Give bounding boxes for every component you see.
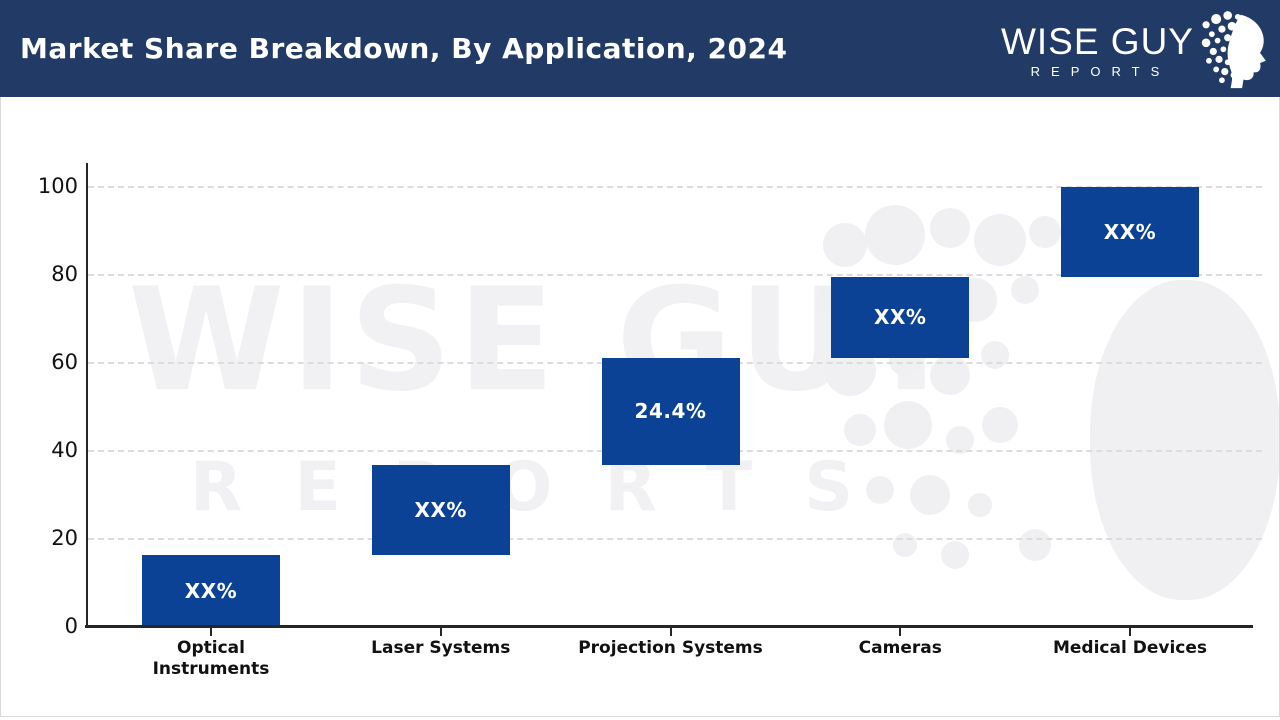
logo-text: WISE GUY REPORTS — [1001, 21, 1194, 79]
watermark-dot — [844, 414, 876, 446]
dotted-head-profile-icon — [1201, 11, 1266, 89]
watermark-dot — [893, 533, 917, 557]
y-tick-label: 40 — [51, 438, 78, 462]
watermark-dot — [981, 341, 1009, 369]
y-tick-label: 0 — [64, 614, 78, 638]
bar-value-label: XX% — [414, 497, 467, 522]
x-tick — [669, 628, 672, 636]
header-band: Market Share Breakdown, By Application, … — [0, 0, 1280, 97]
y-tick-label: 80 — [51, 262, 78, 286]
gridline-80 — [88, 274, 1262, 276]
y-tick-label: 20 — [51, 526, 78, 550]
y-tick-label: 60 — [51, 350, 78, 374]
watermark-dot — [823, 223, 867, 267]
watermark-dot — [974, 214, 1026, 266]
bar-value-label: XX% — [184, 578, 238, 603]
bar-value-label: XX% — [874, 305, 927, 330]
x-axis-line — [85, 625, 1253, 628]
x-tick — [1129, 628, 1131, 636]
watermark-dot — [941, 541, 969, 569]
watermark-dot — [910, 475, 950, 515]
watermark-head-shape — [1090, 280, 1280, 600]
chart-title: Market Share Breakdown, By Application, … — [20, 32, 788, 65]
x-category-label: Medical Devices — [1052, 638, 1207, 658]
watermark-dot — [884, 401, 932, 449]
x-category-label: Optical Instruments — [152, 638, 270, 679]
x-category-label: Laser Systems — [371, 638, 511, 658]
page-border-left — [0, 97, 1, 717]
logo-wise-guy-text: WISE GUY — [1000, 21, 1194, 62]
bar-value-label: XX% — [1103, 219, 1157, 244]
watermark-dot — [865, 205, 925, 265]
watermark-dot — [930, 208, 970, 248]
bar-laser-systems: XX% — [371, 465, 510, 555]
watermark-reports: REPORTS — [190, 448, 906, 527]
x-tick — [210, 628, 212, 636]
watermark-dot — [968, 493, 992, 517]
logo-reports-text: REPORTS — [1030, 64, 1171, 79]
watermark-dot — [1029, 216, 1061, 248]
watermark-dot — [930, 355, 970, 395]
watermark-dot — [866, 476, 894, 504]
x-tick — [899, 628, 902, 636]
y-tick-label: 100 — [37, 174, 78, 198]
page-border-bottom — [0, 716, 1280, 717]
watermark-dot — [1011, 276, 1039, 304]
y-axis-line — [86, 163, 88, 627]
gridline-100 — [88, 186, 1262, 188]
gridline-20 — [88, 538, 1262, 540]
bar-projection-systems: 24.4% — [601, 357, 740, 466]
watermark-wise-guy: WISE GUY — [128, 258, 969, 423]
bar-optical-instruments: XX% — [142, 554, 280, 627]
x-tick — [439, 628, 442, 636]
watermark-dot — [946, 426, 974, 454]
watermark-dot — [982, 407, 1018, 443]
watermark-dot — [1019, 529, 1051, 561]
wise-guy-reports-logo: WISE GUY REPORTS — [1001, 8, 1268, 92]
x-category-label: Projection Systems — [578, 638, 763, 658]
bar-cameras: XX% — [831, 276, 970, 358]
bar-medical-devices: XX% — [1061, 187, 1199, 277]
bar-value-label: 24.4% — [634, 399, 707, 424]
x-category-label: Cameras — [858, 638, 942, 658]
